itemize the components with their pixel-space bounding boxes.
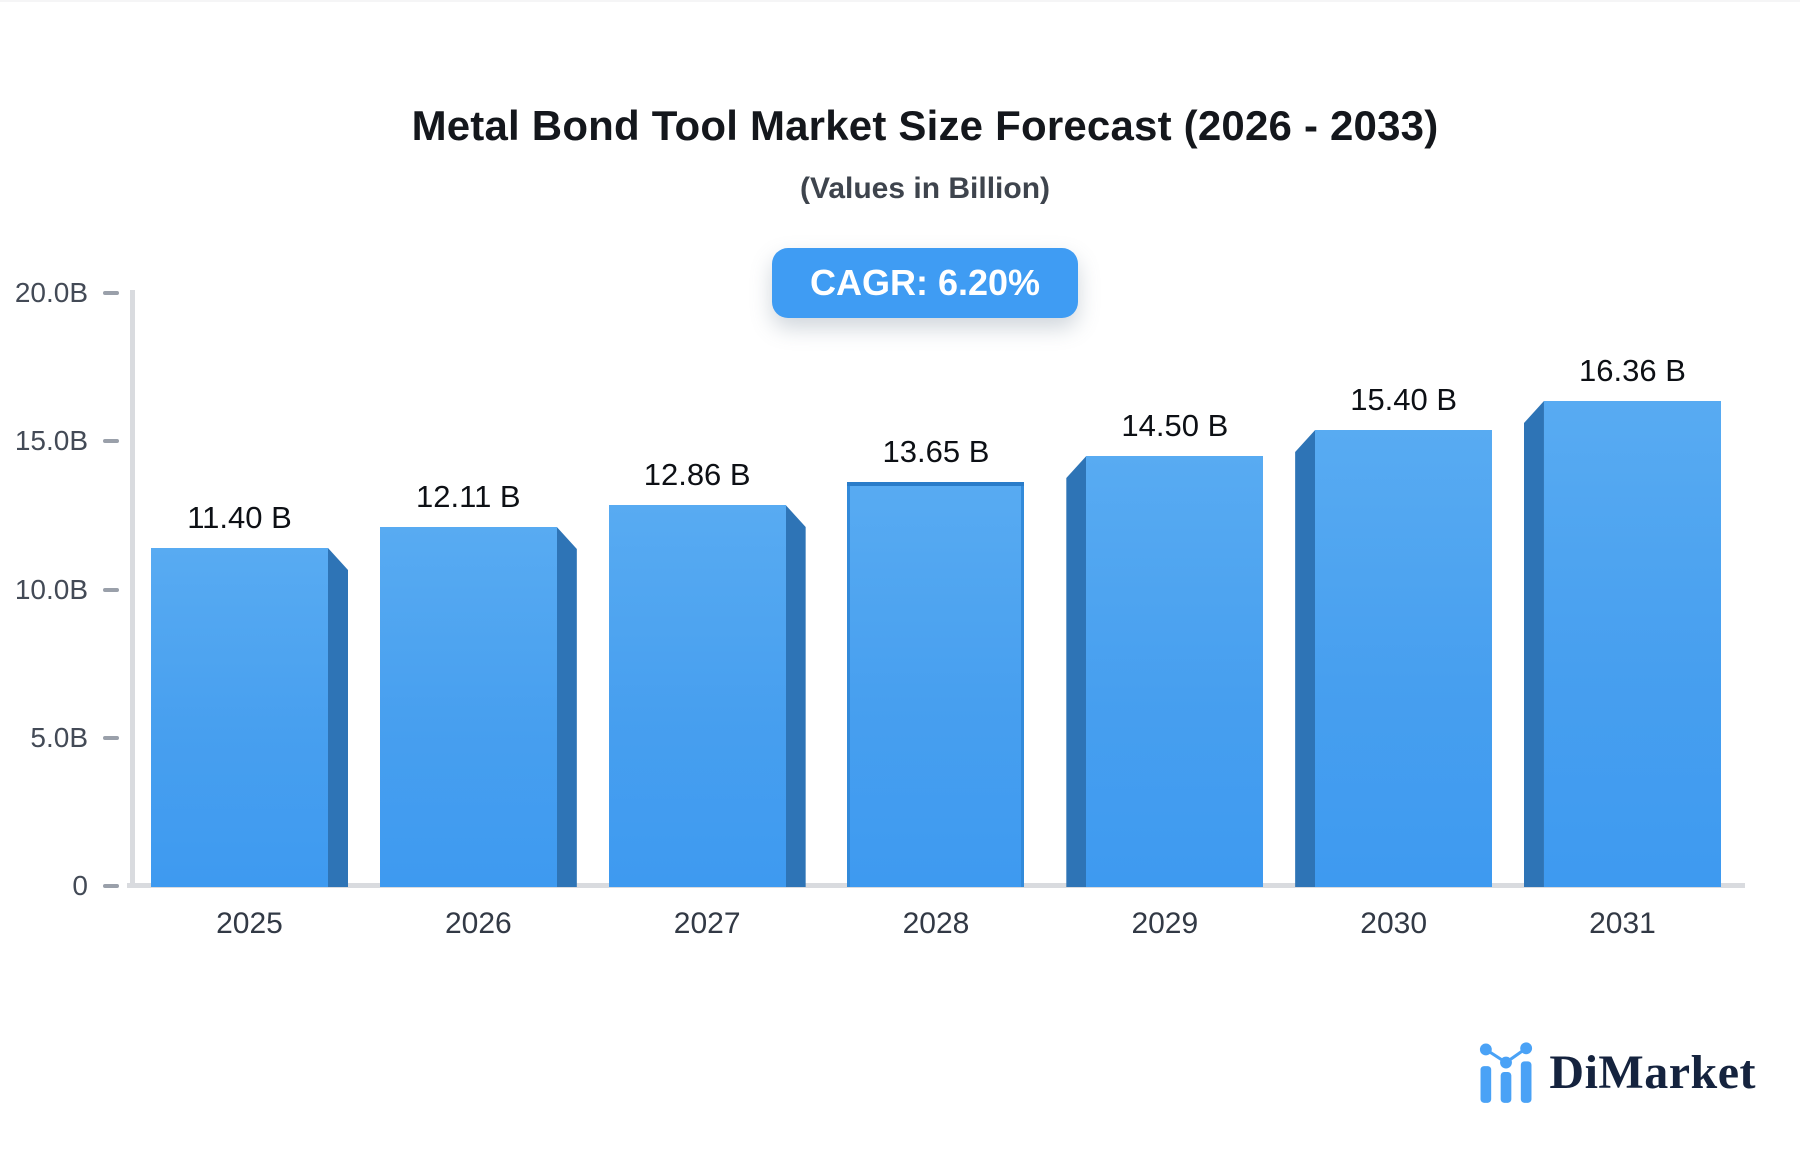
x-axis-label: 2028 bbox=[902, 907, 970, 940]
bar bbox=[847, 482, 1025, 887]
bar bbox=[151, 548, 328, 887]
bar-3d-side bbox=[1295, 430, 1316, 887]
x-axis-label: 2026 bbox=[444, 907, 512, 940]
y-tick-dash bbox=[103, 291, 119, 295]
x-axis-label: 2027 bbox=[673, 907, 741, 940]
x-axis-label: 2031 bbox=[1589, 907, 1656, 940]
bar bbox=[608, 505, 786, 887]
bar-group-2025: 11.40 B 2025 bbox=[151, 500, 348, 940]
y-tick-dash bbox=[103, 884, 119, 888]
bar-value-label: 12.86 B bbox=[643, 457, 751, 492]
bar bbox=[1086, 456, 1264, 887]
bar-3d-side bbox=[785, 505, 806, 887]
bar-value-label: 12.11 B bbox=[416, 479, 521, 514]
y-axis-line bbox=[130, 290, 135, 887]
y-tick-dash bbox=[103, 439, 119, 444]
bar bbox=[1543, 401, 1721, 887]
y-tick-label: 0 bbox=[72, 870, 88, 901]
bar-group-2026: 12.11 B 2026 bbox=[379, 479, 577, 940]
brand-name: DiMarket bbox=[1549, 1045, 1756, 1099]
bar-value-label: 14.50 B bbox=[1121, 408, 1229, 443]
y-tick-label: 10.0B bbox=[14, 573, 88, 605]
bar-3d-side bbox=[328, 548, 348, 887]
chart-header: Metal Bond Tool Market Size Forecast (20… bbox=[130, 2, 1720, 318]
cagr-badge: CAGR: 6.20% bbox=[771, 248, 1079, 318]
bar-value-label: 15.40 B bbox=[1350, 382, 1458, 417]
plot-area: 11.40 B 2025 12.11 B 2026 12.86 B 2027 13.65 B… bbox=[151, 293, 1721, 940]
brand-logo: DiMarket bbox=[1477, 1040, 1756, 1104]
chart-title: Metal Bond Tool Market Size Forecast (20… bbox=[411, 102, 1439, 149]
bar-line-chart-icon bbox=[1480, 1042, 1533, 1103]
bar-3d-side bbox=[1523, 401, 1544, 887]
y-tick-label: 5.0B bbox=[30, 721, 88, 753]
bar-value-label: 16.36 B bbox=[1579, 353, 1686, 388]
y-tick-dash bbox=[103, 587, 119, 592]
bar bbox=[1315, 430, 1493, 887]
bar-3d-side bbox=[1066, 456, 1087, 887]
bar-group-2028: 13.65 B 2028 bbox=[837, 434, 1034, 940]
bar-group-2029: 14.50 B 2029 bbox=[1066, 408, 1264, 940]
bar-value-label: 13.65 B bbox=[882, 434, 990, 469]
x-axis-label: 2025 bbox=[216, 907, 283, 940]
bar bbox=[379, 527, 557, 887]
y-tick-label: 15.0B bbox=[14, 425, 88, 457]
bar-3d-side bbox=[556, 527, 577, 887]
x-axis-label: 2029 bbox=[1131, 907, 1199, 940]
y-tick-dash bbox=[103, 735, 119, 740]
bar-group-2030: 15.40 B 2030 bbox=[1295, 382, 1493, 940]
x-axis-label: 2030 bbox=[1360, 907, 1428, 940]
bar-value-label: 11.40 B bbox=[187, 500, 292, 535]
bar-group-2027: 12.86 B 2027 bbox=[608, 457, 806, 940]
bar-group-2031: 16.36 B 2031 bbox=[1523, 353, 1721, 940]
y-tick-label: 20.0B bbox=[14, 277, 88, 308]
chart-subtitle: (Values in Billion) bbox=[799, 172, 1051, 205]
